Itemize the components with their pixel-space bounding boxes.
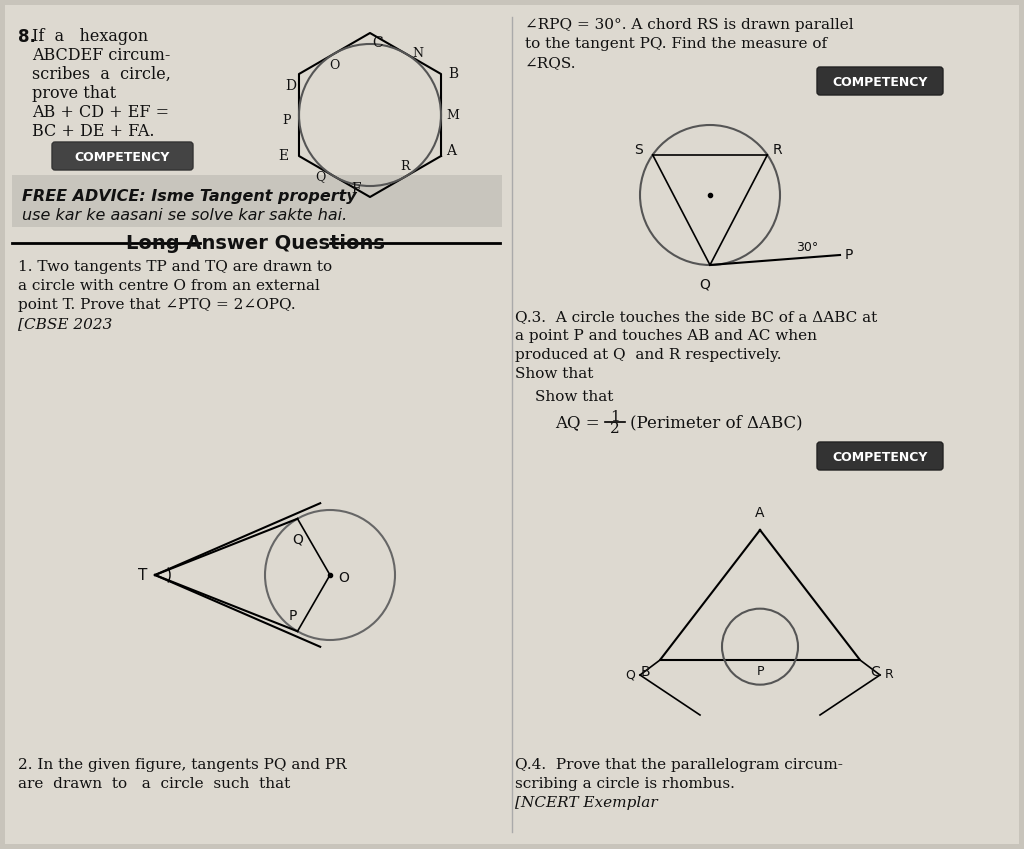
Text: E: E bbox=[278, 149, 288, 163]
Text: B: B bbox=[447, 67, 458, 81]
Text: a point P and touches AB and AC when: a point P and touches AB and AC when bbox=[515, 329, 817, 343]
Text: AB + CD + EF =: AB + CD + EF = bbox=[32, 104, 169, 121]
FancyBboxPatch shape bbox=[52, 142, 193, 170]
Text: B: B bbox=[640, 665, 650, 679]
Text: Q: Q bbox=[315, 170, 326, 183]
Text: ABCDEF circum-: ABCDEF circum- bbox=[32, 47, 170, 64]
Bar bbox=[12, 175, 502, 227]
Text: point T. Prove that ∠PTQ = 2∠OPQ.: point T. Prove that ∠PTQ = 2∠OPQ. bbox=[18, 298, 296, 312]
Text: produced at Q  and R respectively.: produced at Q and R respectively. bbox=[515, 348, 781, 362]
Text: Q.3.  A circle touches the side BC of a ΔABC at: Q.3. A circle touches the side BC of a Δ… bbox=[515, 310, 878, 324]
Text: Q.4.  Prove that the parallelogram circum-: Q.4. Prove that the parallelogram circum… bbox=[515, 758, 843, 772]
Text: COMPETENCY: COMPETENCY bbox=[75, 150, 170, 164]
Text: D: D bbox=[286, 79, 297, 93]
Text: R: R bbox=[772, 143, 782, 157]
Text: P: P bbox=[845, 248, 853, 262]
Text: AQ =: AQ = bbox=[555, 414, 605, 431]
Text: ∠RPQ = 30°. A chord RS is drawn parallel: ∠RPQ = 30°. A chord RS is drawn parallel bbox=[525, 18, 854, 32]
Text: M: M bbox=[446, 109, 460, 121]
Text: O: O bbox=[338, 571, 349, 585]
Text: 2: 2 bbox=[610, 422, 620, 436]
Text: C: C bbox=[870, 665, 880, 679]
Text: [CBSE 2023: [CBSE 2023 bbox=[18, 317, 113, 331]
Text: 1. Two tangents TP and TQ are drawn to: 1. Two tangents TP and TQ are drawn to bbox=[18, 260, 332, 274]
Text: Show that: Show that bbox=[535, 390, 613, 404]
Text: are  drawn  to   a  circle  such  that: are drawn to a circle such that bbox=[18, 777, 290, 791]
Text: A: A bbox=[756, 506, 765, 520]
Text: R: R bbox=[400, 160, 411, 173]
FancyBboxPatch shape bbox=[817, 67, 943, 95]
Text: Show that: Show that bbox=[515, 367, 593, 381]
Text: scribing a circle is rhombus.: scribing a circle is rhombus. bbox=[515, 777, 735, 791]
Text: N: N bbox=[412, 47, 423, 60]
Text: Q: Q bbox=[699, 277, 711, 291]
Text: If  a   hexagon: If a hexagon bbox=[32, 28, 148, 45]
Text: C: C bbox=[373, 36, 383, 50]
Text: BC + DE + FA.: BC + DE + FA. bbox=[32, 123, 155, 140]
Text: ∠RQS.: ∠RQS. bbox=[525, 56, 577, 70]
Text: [NCERT Exemplar: [NCERT Exemplar bbox=[515, 796, 657, 810]
FancyBboxPatch shape bbox=[817, 442, 943, 470]
Text: 30°: 30° bbox=[796, 240, 818, 254]
Text: 1: 1 bbox=[610, 410, 620, 424]
Text: R: R bbox=[885, 668, 894, 682]
Text: S: S bbox=[634, 143, 643, 157]
Text: to the tangent PQ. Find the measure of: to the tangent PQ. Find the measure of bbox=[525, 37, 827, 51]
Text: Long Answer Questions: Long Answer Questions bbox=[126, 233, 384, 252]
Text: Q: Q bbox=[292, 532, 303, 547]
Text: COMPETENCY: COMPETENCY bbox=[833, 451, 928, 464]
Text: prove that: prove that bbox=[32, 85, 116, 102]
Text: 8.: 8. bbox=[18, 28, 36, 46]
Text: P: P bbox=[283, 114, 291, 127]
Text: F: F bbox=[351, 182, 360, 196]
Text: a circle with centre O from an external: a circle with centre O from an external bbox=[18, 279, 319, 293]
Text: P: P bbox=[289, 610, 297, 623]
Text: FREE ADVICE: Isme Tangent property: FREE ADVICE: Isme Tangent property bbox=[22, 189, 356, 204]
Text: T: T bbox=[137, 567, 147, 582]
Text: COMPETENCY: COMPETENCY bbox=[833, 76, 928, 88]
Text: Q: Q bbox=[625, 668, 635, 682]
Text: P: P bbox=[757, 665, 764, 678]
Text: A: A bbox=[446, 144, 456, 158]
Text: 2. In the given figure, tangents PQ and PR: 2. In the given figure, tangents PQ and … bbox=[18, 758, 347, 772]
Text: scribes  a  circle,: scribes a circle, bbox=[32, 66, 171, 83]
Text: O: O bbox=[330, 59, 340, 72]
Text: use kar ke aasani se solve kar sakte hai.: use kar ke aasani se solve kar sakte hai… bbox=[22, 208, 347, 223]
Text: (Perimeter of ΔABC): (Perimeter of ΔABC) bbox=[630, 414, 803, 431]
